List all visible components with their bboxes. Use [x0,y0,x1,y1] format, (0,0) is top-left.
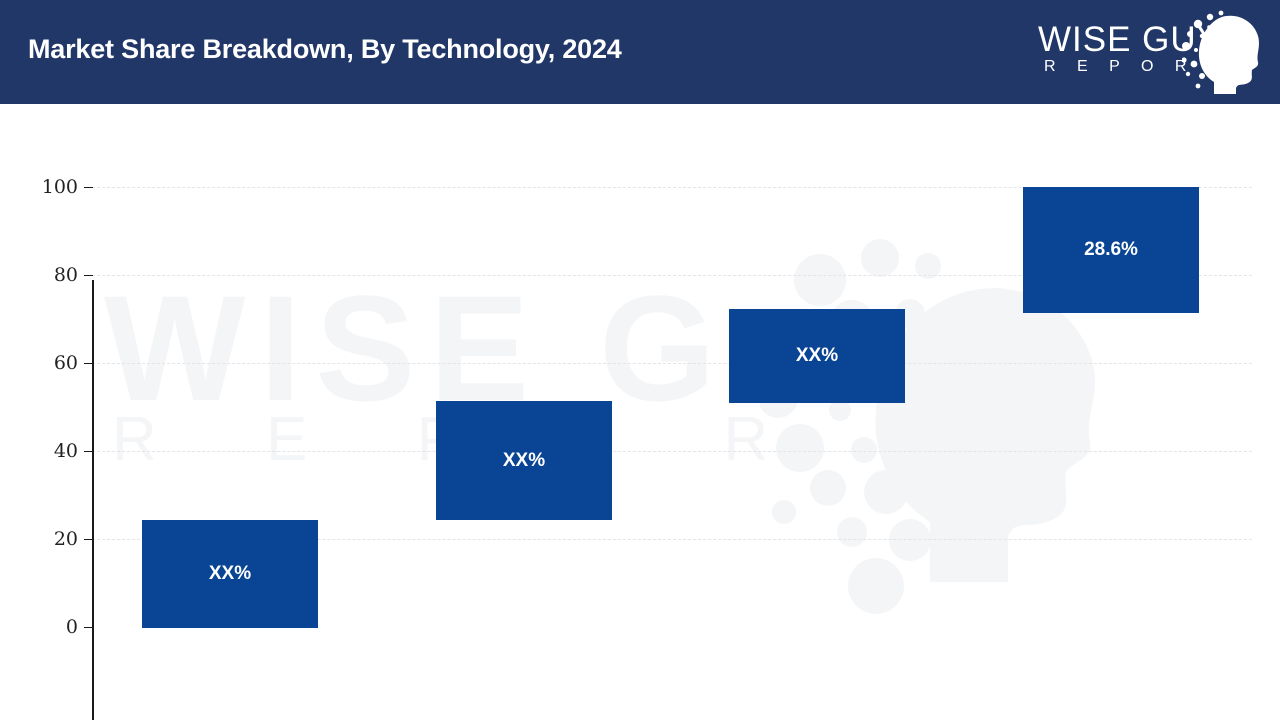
y-tick-20 [84,539,93,540]
y-tick-100 [84,187,93,188]
bar-value-label: XX% [208,563,252,584]
bar-value-label: 28.6% [1084,239,1138,260]
chart-plot-area: WISE G R E P O R T S [0,104,1280,720]
page-header: Market Share Breakdown, By Technology, 2… [0,0,1280,104]
bar-magnetic-guidance[interactable]: XX% [436,401,612,520]
y-axis-label-20: 20 [53,528,78,550]
bar-value-label: XX% [502,450,546,471]
watermark-line-1: WISE G [104,264,730,432]
logo-wordmark-bottom: R E P O R T S [1044,58,1258,75]
y-axis-label-100: 100 [41,176,78,198]
y-axis-label-0: 0 [65,616,78,638]
y-tick-80 [84,275,93,276]
y-tick-60 [84,363,93,364]
y-tick-40 [84,451,93,452]
y-axis-label-60: 60 [53,352,78,374]
y-axis-label-80: 80 [53,264,78,286]
bar-infrared-guidance[interactable]: 28.6% [1023,187,1199,313]
logo-wordmark-top: WISE GUY [1038,20,1222,59]
bar-vision-based-guidance[interactable]: XX% [729,309,905,403]
gridline-100 [92,187,1252,188]
gridline-80 [92,275,1252,276]
page-title: Market Share Breakdown, By Technology, 2… [28,34,622,64]
wise-guy-reports-logo: WISE GUY R E P O R T S [1020,6,1270,98]
bar-value-label: XX% [795,345,839,366]
bar-laser-guidance[interactable]: XX% [142,520,318,628]
gridline-20 [92,539,1252,540]
y-axis-line [92,280,94,720]
gridline-40 [92,451,1252,452]
head-profile-dots-icon [1182,10,1259,94]
y-axis-label-40: 40 [53,440,78,462]
y-tick-0 [84,627,93,628]
gridline-60 [92,363,1252,364]
